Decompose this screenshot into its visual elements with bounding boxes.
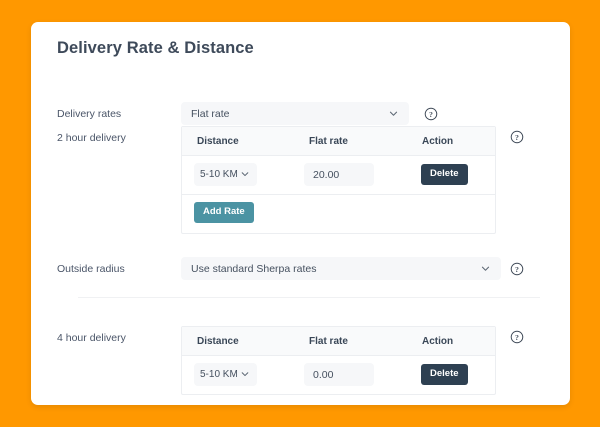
column-header-flat-rate: Flat rate [309, 136, 348, 147]
delivery-rates-label: Delivery rates [57, 108, 122, 120]
section-divider [78, 297, 540, 298]
four-hour-delivery-help-icon[interactable]: ? [510, 330, 524, 344]
flat-rate-input[interactable]: 0.00 [304, 363, 374, 386]
column-header-flat-rate: Flat rate [309, 336, 348, 347]
chevron-down-icon [480, 263, 491, 274]
action-cell: Delete [421, 363, 468, 385]
distance-cell: 5-10 KM [194, 363, 257, 386]
column-header-action: Action [422, 336, 454, 347]
add-rate-row: Add Rate [182, 195, 495, 233]
svg-text:?: ? [515, 133, 519, 142]
table-header-row: Distance Flat rate Action [182, 127, 495, 156]
outside-radius-label: Outside radius [57, 263, 125, 275]
outside-radius-select-value: Use standard Sherpa rates [191, 262, 317, 275]
page-title: Delivery Rate & Distance [57, 39, 254, 57]
flat-rate-value: 20.00 [313, 168, 340, 181]
four-hour-delivery-table: Distance Flat rate Action 5-10 KM [181, 326, 496, 395]
four-hour-delivery-label: 4 hour delivery [57, 332, 126, 344]
delivery-rates-help-icon[interactable]: ? [424, 107, 438, 121]
svg-text:?: ? [515, 265, 519, 274]
column-header-distance: Distance [197, 136, 239, 147]
distance-select-value: 5-10 KM [200, 369, 238, 380]
settings-card: Delivery Rate & Distance Delivery rates … [31, 22, 570, 405]
table-header-row: Distance Flat rate Action [182, 327, 495, 356]
two-hour-delivery-label: 2 hour delivery [57, 132, 126, 144]
delivery-rates-select[interactable]: Flat rate [181, 102, 409, 125]
delete-button[interactable]: Delete [421, 364, 468, 385]
distance-select[interactable]: 5-10 KM [194, 163, 257, 186]
svg-text:?: ? [515, 333, 519, 342]
chevron-down-icon [240, 369, 251, 380]
action-cell: Delete [421, 163, 468, 185]
two-hour-delivery-help-icon[interactable]: ? [510, 130, 524, 144]
two-hour-delivery-table: Distance Flat rate Action 5-10 KM [181, 126, 496, 234]
delete-button[interactable]: Delete [421, 164, 468, 185]
column-header-action: Action [422, 136, 454, 147]
table-row: 5-10 KM 0.00 Delete [182, 356, 495, 394]
distance-select-value: 5-10 KM [200, 169, 238, 180]
delivery-rates-select-value: Flat rate [191, 107, 230, 120]
flat-rate-value: 0.00 [313, 368, 334, 381]
table-row: 5-10 KM 20.00 Delete [182, 156, 495, 195]
flat-rate-input[interactable]: 20.00 [304, 163, 374, 186]
add-rate-button[interactable]: Add Rate [194, 202, 254, 223]
distance-select[interactable]: 5-10 KM [194, 363, 257, 386]
column-header-distance: Distance [197, 336, 239, 347]
outside-radius-help-icon[interactable]: ? [510, 262, 524, 276]
svg-text:?: ? [429, 110, 433, 119]
chevron-down-icon [240, 169, 251, 180]
outside-radius-select[interactable]: Use standard Sherpa rates [181, 257, 501, 280]
distance-cell: 5-10 KM [194, 163, 257, 186]
chevron-down-icon [388, 108, 399, 119]
